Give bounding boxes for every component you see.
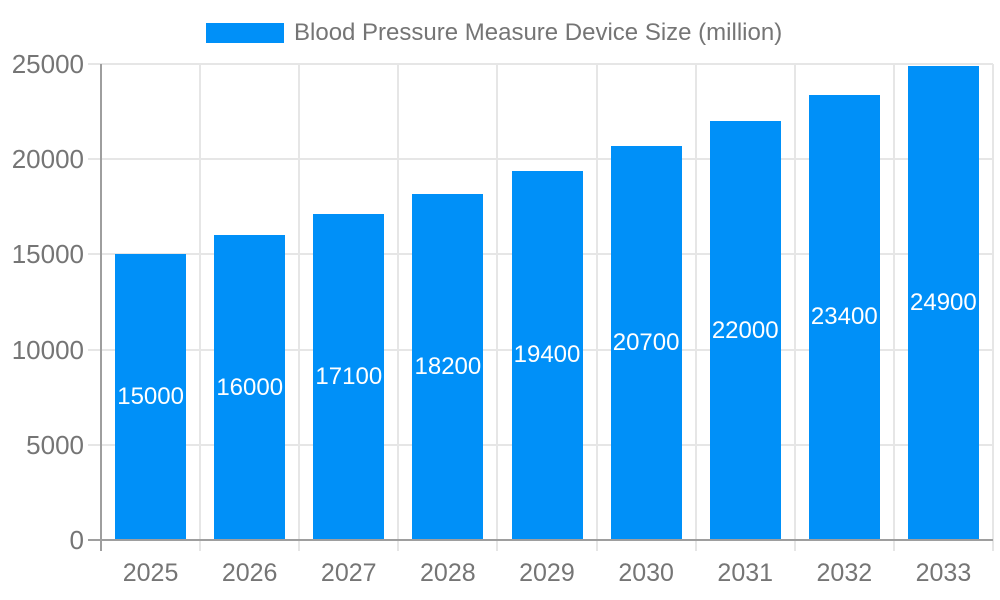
- y-gridline: [88, 158, 993, 161]
- bar[interactable]: [115, 254, 187, 540]
- bar[interactable]: [907, 65, 979, 540]
- legend-swatch: [206, 23, 284, 43]
- x-axis-tick: [199, 540, 202, 551]
- x-gridline: [298, 64, 301, 540]
- y-gridline: [88, 63, 993, 65]
- bar[interactable]: [313, 214, 385, 540]
- legend-label: Blood Pressure Measure Device Size (mill…: [294, 19, 783, 46]
- x-axis-tick-label: 2027: [320, 559, 377, 587]
- x-axis-tick: [298, 540, 301, 551]
- x-axis-tick: [694, 540, 697, 551]
- x-gridline: [595, 64, 598, 540]
- bar[interactable]: [511, 170, 583, 540]
- x-axis-tick-label: 2028: [420, 559, 476, 587]
- legend[interactable]: Blood Pressure Measure Device Size (mill…: [206, 13, 782, 53]
- x-axis-tick: [397, 540, 400, 551]
- x-axis-tick: [793, 540, 796, 551]
- bar[interactable]: [412, 193, 484, 540]
- bar[interactable]: [610, 145, 682, 540]
- x-gridline: [397, 64, 400, 540]
- x-axis-tick-label: 2033: [915, 559, 972, 587]
- x-gridline: [992, 64, 994, 540]
- y-axis-tick-label: 25000: [11, 49, 84, 79]
- y-axis-tick-label: 0: [69, 525, 84, 555]
- x-axis-line: [88, 539, 993, 541]
- x-axis-tick-label: 2026: [221, 559, 278, 587]
- y-axis-tick-label: 15000: [11, 239, 84, 270]
- x-axis-tick-label: 2029: [519, 559, 575, 587]
- x-gridline: [496, 64, 499, 540]
- x-axis-tick: [892, 540, 895, 551]
- x-axis-tick-label: 2025: [122, 559, 179, 587]
- y-axis-tick-label: 20000: [11, 144, 84, 175]
- x-axis-tick: [496, 540, 499, 551]
- bar[interactable]: [808, 94, 880, 540]
- x-axis-tick: [992, 540, 994, 551]
- bar[interactable]: [214, 235, 286, 540]
- x-axis-tick-label: 2031: [717, 559, 774, 587]
- x-axis-tick-label: 2032: [816, 559, 873, 587]
- x-gridline: [793, 64, 796, 540]
- x-gridline: [199, 64, 202, 540]
- y-axis-line: [100, 64, 102, 551]
- y-axis-tick-label: 10000: [11, 334, 84, 365]
- x-gridline: [892, 64, 895, 540]
- y-axis-tick-label: 5000: [26, 429, 84, 460]
- x-gridline: [694, 64, 697, 540]
- bar[interactable]: [709, 121, 781, 540]
- x-axis-tick: [595, 540, 598, 551]
- x-axis-tick-label: 2030: [618, 559, 674, 587]
